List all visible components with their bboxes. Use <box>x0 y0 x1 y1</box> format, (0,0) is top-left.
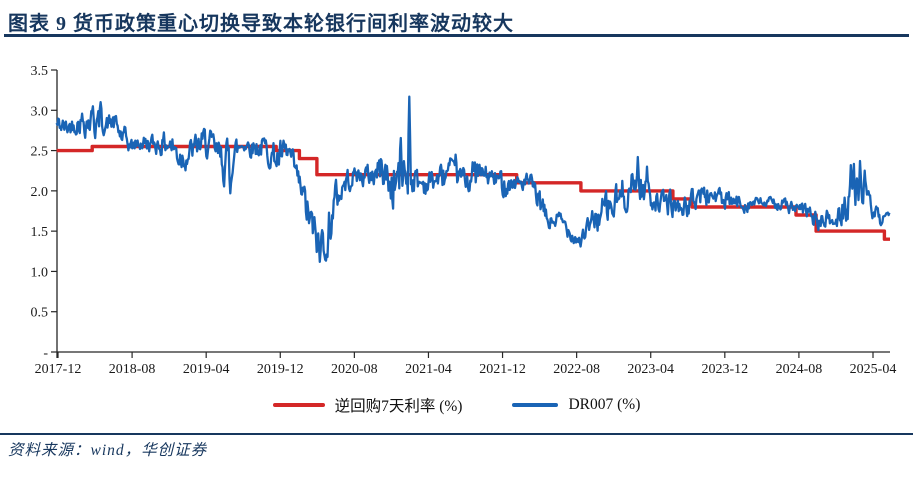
legend-line-blue <box>512 403 559 407</box>
series-dr007-line <box>55 95 891 263</box>
legend-label-reverse-repo: 逆回购7天利率 (%) <box>334 398 463 415</box>
y-tick-label: - <box>43 346 48 361</box>
y-tick-label: 1.0 <box>31 265 49 280</box>
legend-line-red <box>272 403 325 407</box>
legend-label-dr007: DR007 (%) <box>568 396 641 413</box>
y-tick-label: 2.0 <box>31 185 49 200</box>
y-tick-label: 0.5 <box>31 306 49 321</box>
y-tick-label: 3.0 <box>31 104 49 119</box>
x-tick-label: 2021-04 <box>405 362 452 377</box>
x-tick-label: 2019-04 <box>183 362 230 377</box>
x-tick-label: 2023-04 <box>627 362 674 377</box>
x-tick-label: 2023-12 <box>701 362 748 377</box>
x-tick-label: 2021-12 <box>479 362 526 377</box>
y-tick-label: 3.5 <box>31 64 49 79</box>
y-tick-label: 2.5 <box>31 145 49 160</box>
data-source: 资料来源：wind，华创证券 <box>8 442 208 459</box>
x-tick-label: 2018-08 <box>109 362 156 377</box>
x-tick-label: 2020-08 <box>331 362 378 377</box>
y-tick-label: 1.5 <box>31 225 49 240</box>
legend-item-dr007: DR007 (%) <box>512 396 640 414</box>
x-tick-label: 2024-08 <box>776 362 823 377</box>
x-tick-label: 2022-08 <box>553 362 600 377</box>
footer-divider <box>0 433 913 435</box>
x-tick-label: 2019-12 <box>257 362 304 377</box>
legend-item-reverse-repo: 逆回购7天利率 (%) <box>272 394 463 416</box>
title-underline <box>4 34 909 37</box>
x-tick-label: 2017-12 <box>35 362 82 377</box>
chart-legend: 逆回购7天利率 (%) DR007 (%) <box>0 394 913 416</box>
x-tick-label: 2025-04 <box>850 362 897 377</box>
rate-line-chart: - 0.5 1.0 1.5 2.0 2.5 3.0 3.5 2017-12 2018-08 2019… <box>31 64 897 377</box>
figure-title: 图表 9 货币政策重心切换导致本轮银行间利率波动较大 <box>8 13 514 35</box>
